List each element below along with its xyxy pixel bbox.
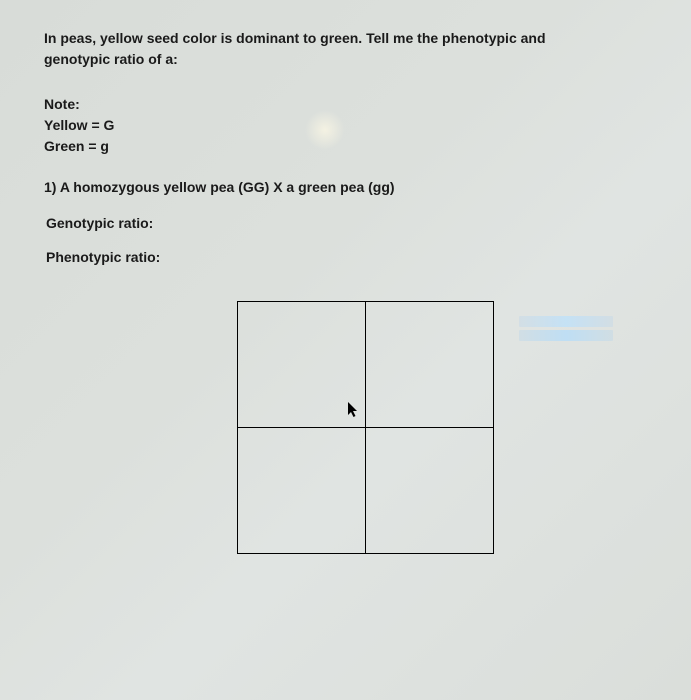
note-label: Note: <box>44 94 647 115</box>
intro-text: In peas, yellow seed color is dominant t… <box>44 28 647 70</box>
genotypic-ratio-label: Genotypic ratio: <box>44 215 647 231</box>
phenotypic-ratio-label: Phenotypic ratio: <box>44 249 647 265</box>
note-yellow: Yellow = G <box>44 115 647 136</box>
punnett-cell <box>366 428 494 554</box>
table-row <box>238 428 494 554</box>
intro-line-1: In peas, yellow seed color is dominant t… <box>44 30 546 46</box>
punnett-cell <box>238 428 366 554</box>
punnett-container <box>44 301 647 554</box>
punnett-cell <box>366 302 494 428</box>
note-block: Note: Yellow = G Green = g <box>44 94 647 157</box>
punnett-square <box>237 301 494 554</box>
intro-line-2: genotypic ratio of a: <box>44 51 178 67</box>
note-green: Green = g <box>44 136 647 157</box>
question-1: 1) A homozygous yellow pea (GG) X a gree… <box>44 179 647 195</box>
table-row <box>238 302 494 428</box>
punnett-cell <box>238 302 366 428</box>
